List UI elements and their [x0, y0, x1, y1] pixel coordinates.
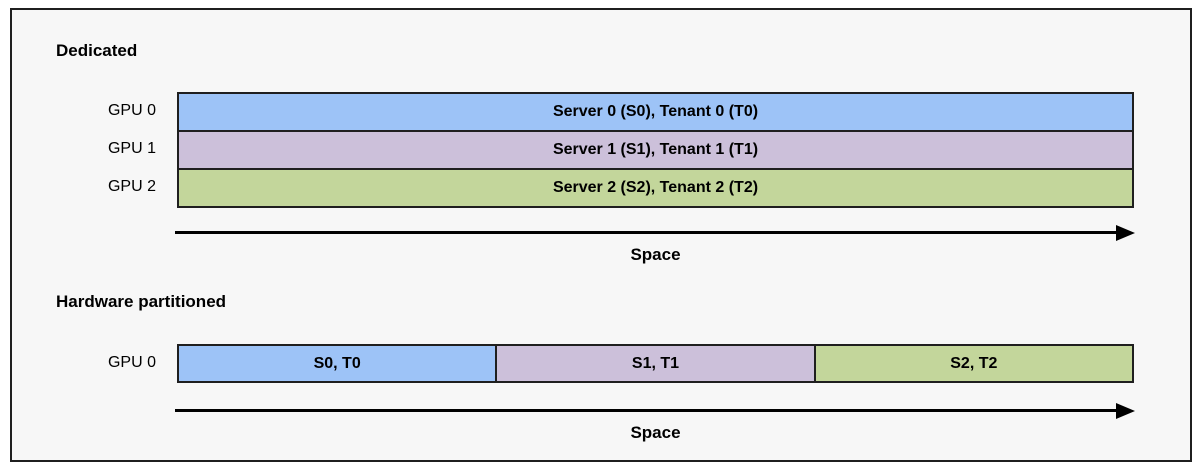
- dedicated-gpu0-bar-label: Server 0 (S0), Tenant 0 (T0): [552, 103, 759, 120]
- hardware-partitioned-space-axis-label: Space: [630, 423, 681, 442]
- partition-segment-s2t2: S2, T2: [813, 344, 1134, 383]
- hardware-partitioned-space-axis-arrow: [175, 402, 1135, 419]
- dedicated-gpu2-bar-label: Server 2 (S2), Tenant 2 (T2): [552, 179, 759, 196]
- partition-segment-s1t1: S1, T1: [495, 344, 816, 383]
- dedicated-space-axis-label: Space: [630, 245, 681, 264]
- hardware-partitioned-section-title: Hardware partitioned: [56, 292, 227, 311]
- dedicated-gpu0-label: GPU 0: [107, 102, 156, 119]
- dedicated-gpu1-bar: Server 1 (S1), Tenant 1 (T1): [177, 130, 1134, 170]
- partition-segment-s0t0-label: S0, T0: [313, 354, 361, 372]
- dedicated-section-title: Dedicated: [56, 41, 138, 60]
- dedicated-gpu2-bar: Server 2 (S2), Tenant 2 (T2): [177, 168, 1134, 208]
- dedicated-gpu1-bar-label: Server 1 (S1), Tenant 1 (T1): [552, 141, 759, 158]
- dedicated-gpu2-label: GPU 2: [107, 178, 156, 195]
- partition-segment-s1t1-label: S1, T1: [631, 354, 680, 372]
- partition-segment-s2t2-label: S2, T2: [950, 354, 998, 372]
- hardware-partitioned-gpu0-bar: S0, T0 S1, T1 S2, T2: [177, 344, 1134, 383]
- dedicated-space-axis-arrow: [175, 224, 1135, 241]
- diagram-frame: [10, 8, 1192, 462]
- dedicated-gpu1-label: GPU 1: [107, 140, 156, 157]
- dedicated-gpu0-bar: Server 0 (S0), Tenant 0 (T0): [177, 92, 1134, 132]
- partition-segment-s0t0: S0, T0: [177, 344, 498, 383]
- hardware-partitioned-gpu0-label: GPU 0: [107, 354, 156, 371]
